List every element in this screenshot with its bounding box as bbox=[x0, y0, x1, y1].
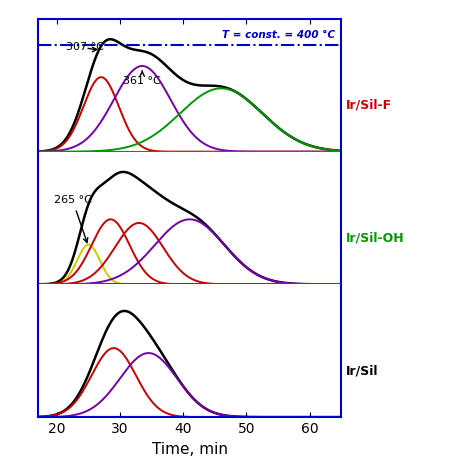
Text: 361 °C: 361 °C bbox=[123, 71, 161, 86]
Text: Ir/Sil-F: Ir/Sil-F bbox=[346, 99, 392, 112]
X-axis label: Time, min: Time, min bbox=[152, 442, 228, 456]
Text: 265 °C: 265 °C bbox=[54, 195, 91, 243]
Text: Ir/Sil-OH: Ir/Sil-OH bbox=[346, 231, 405, 245]
Text: 307 °C: 307 °C bbox=[66, 43, 104, 53]
Text: T = const. = 400 °C: T = const. = 400 °C bbox=[222, 29, 335, 39]
Text: Ir/Sil: Ir/Sil bbox=[346, 364, 379, 377]
